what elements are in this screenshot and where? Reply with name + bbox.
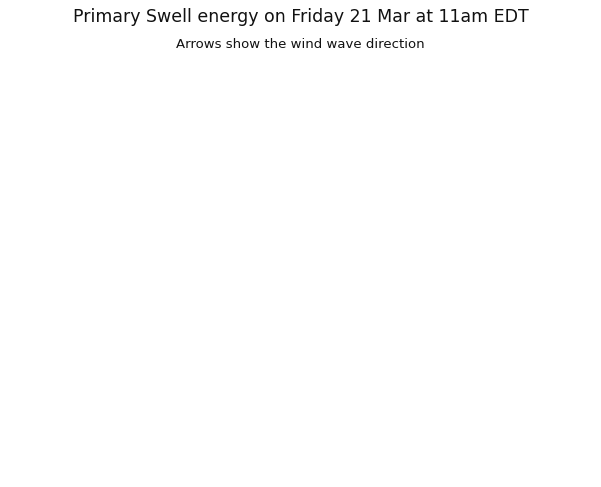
Text: Arrows show the wind wave direction: Arrows show the wind wave direction — [176, 38, 425, 51]
Text: Primary Swell energy on Friday 21 Mar at 11am EDT: Primary Swell energy on Friday 21 Mar at… — [73, 8, 528, 26]
Text: cartopy required: cartopy required — [219, 262, 382, 282]
